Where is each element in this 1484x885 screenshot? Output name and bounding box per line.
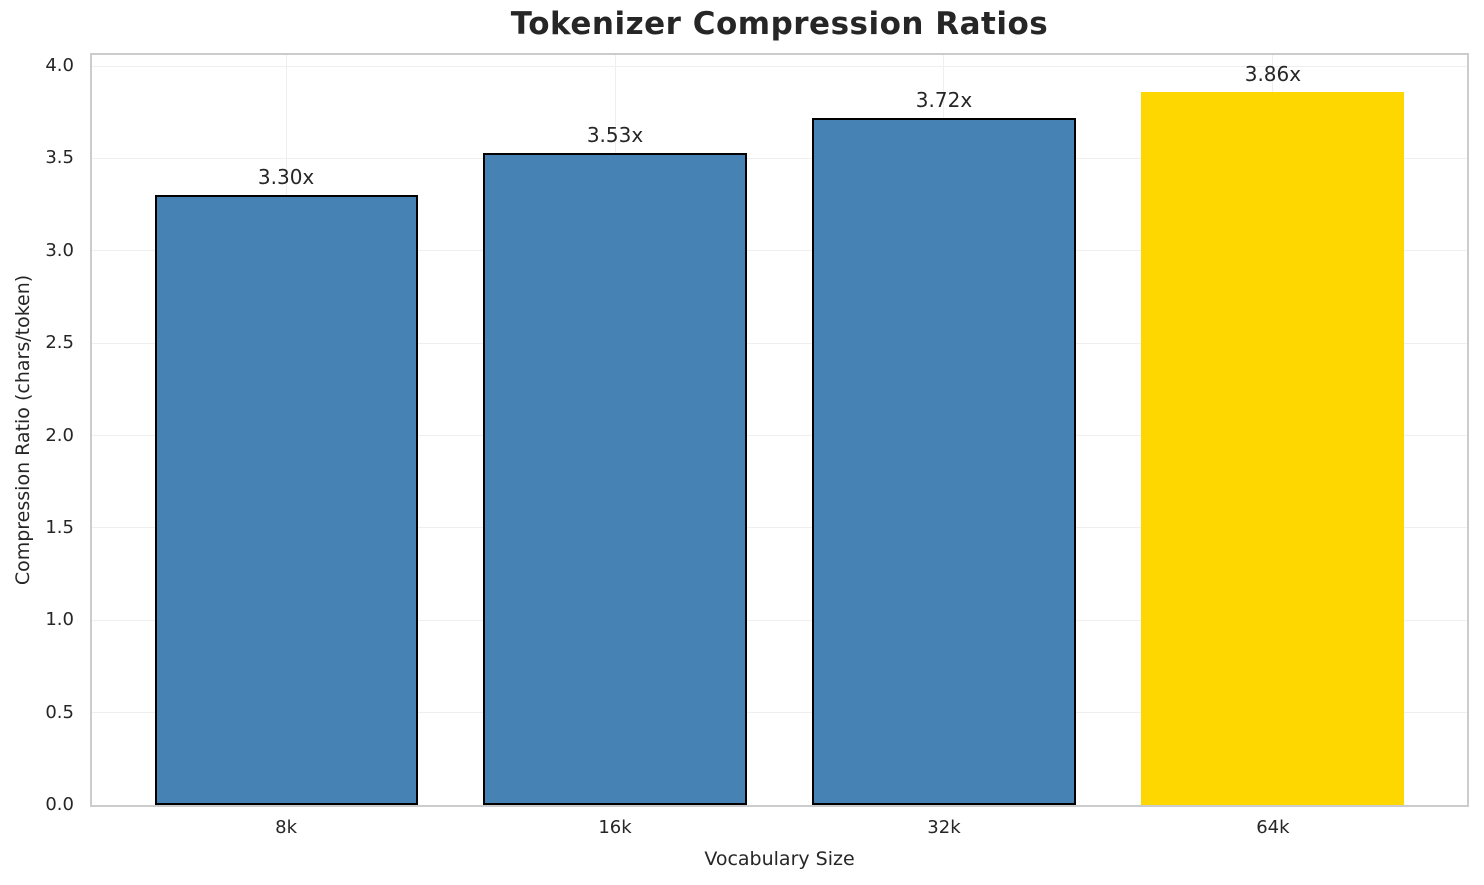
y-gridline [92,435,1467,437]
x-axis-title: Vocabulary Size [704,848,855,870]
y-gridline [92,619,1467,621]
y-gridline [92,712,1467,714]
x-tick-label: 16k [598,817,632,838]
y-tick-label: 1.0 [45,609,74,631]
y-gridline [92,342,1467,344]
x-tick-label: 64k [1256,817,1290,838]
y-gridline [92,250,1467,252]
y-tick-label: 4.0 [45,55,74,77]
y-tick-label: 2.5 [45,332,74,354]
y-tick-label: 1.5 [45,516,74,538]
bar-value-label: 3.53x [586,122,644,147]
x-tick-label: 8k [275,817,298,838]
y-gridline [92,527,1467,529]
bar-32k [812,117,1076,805]
y-tick-label: 3.0 [45,239,74,261]
y-tick-label: 3.5 [45,147,74,169]
bar-value-label: 3.86x [1244,61,1302,86]
bar-value-label: 3.72x [915,87,973,112]
bar-16k [483,152,747,805]
plot-area: 3.30x 3.53x 3.72x 3.86x [90,53,1469,807]
x-tick-label: 32k [927,817,961,838]
y-tick-label: 0.5 [45,701,74,723]
y-gridline [92,157,1467,159]
y-gridline [92,65,1467,67]
y-tick-label: 0.0 [45,794,74,815]
y-tick-label: 2.0 [45,424,74,446]
bar-8k [154,195,418,805]
chart-title: Tokenizer Compression Ratios [510,6,1049,42]
bar-value-label: 3.30x [257,165,315,190]
bar-64k [1141,91,1405,805]
